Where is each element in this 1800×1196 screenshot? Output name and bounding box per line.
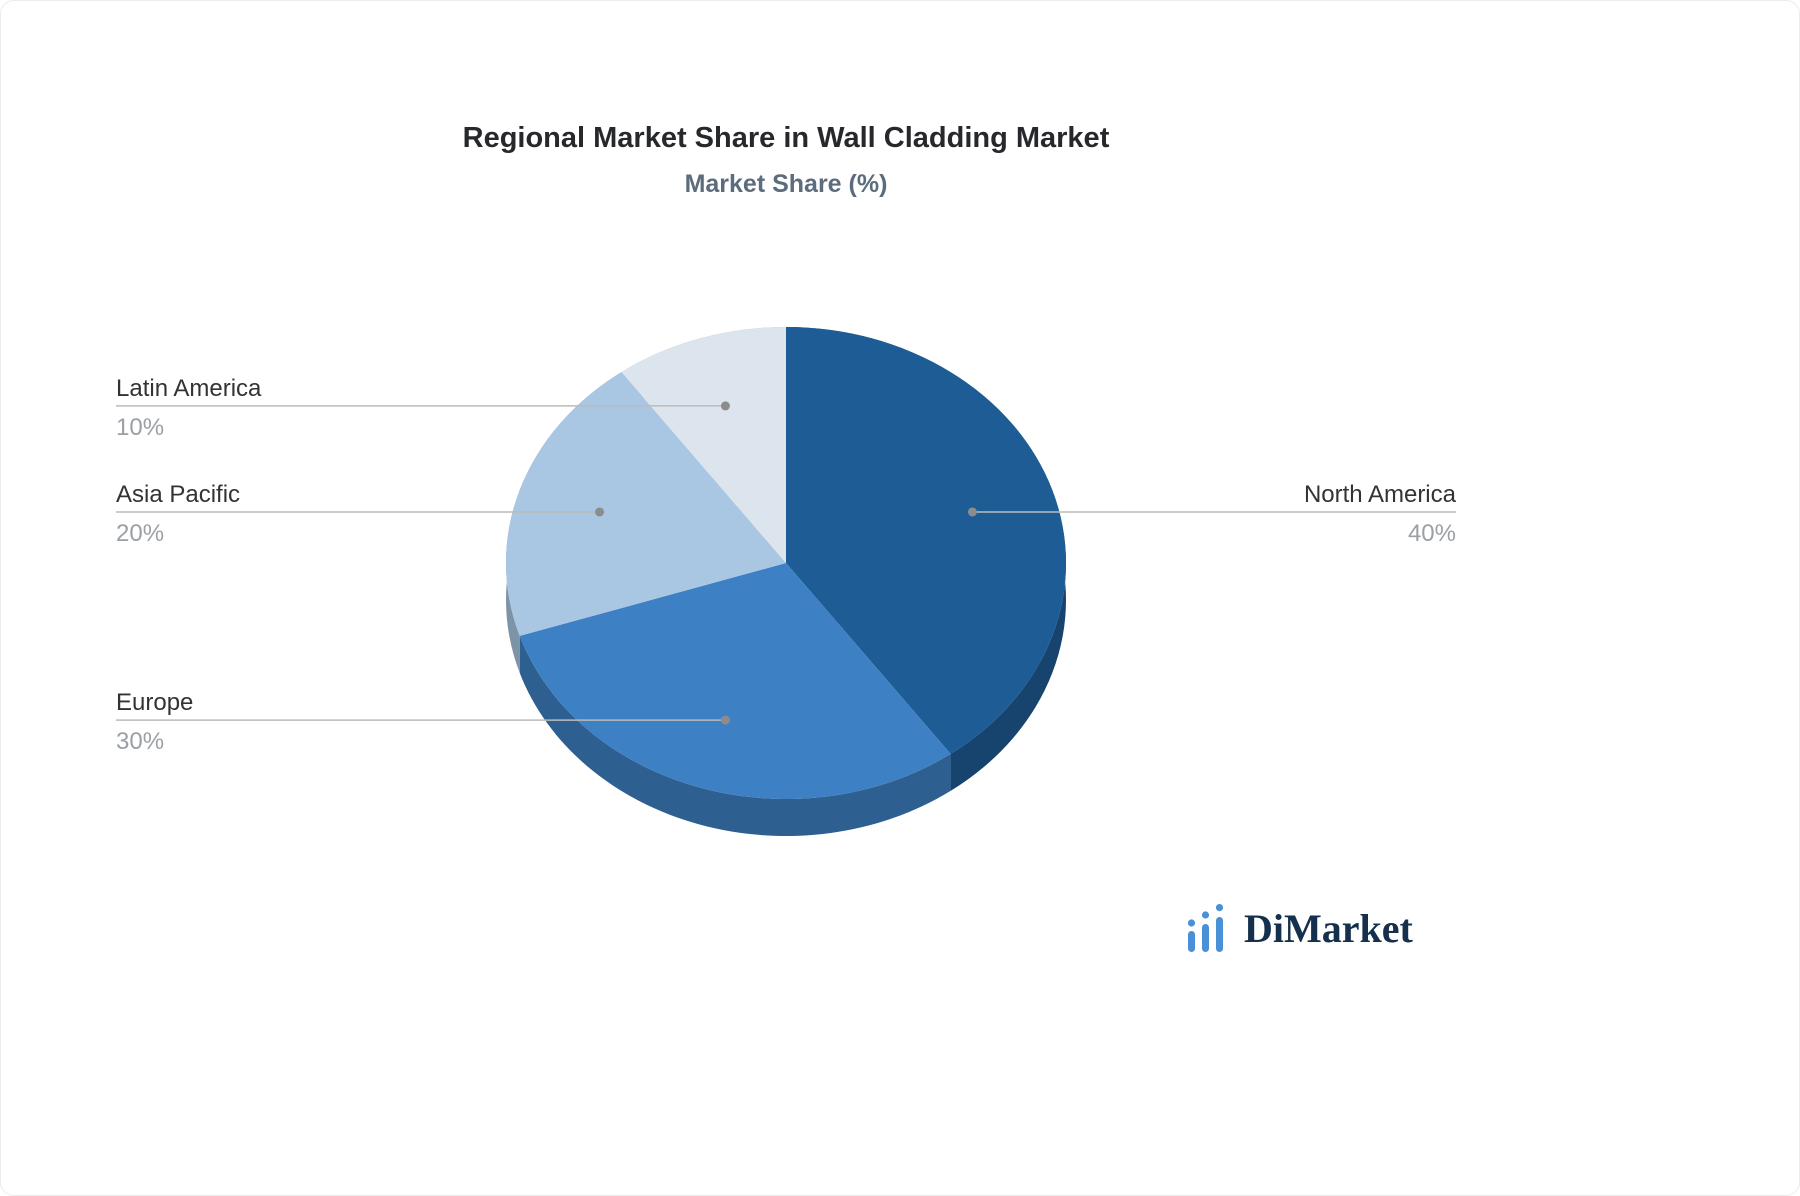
pie-slice-north-america[interactable] — [786, 327, 1066, 754]
pie-slice-side-europe — [519, 635, 951, 836]
slice-value-asia-pacific: 20% — [116, 520, 164, 547]
slice-value-latin-america: 10% — [116, 414, 164, 441]
slice-value-europe: 30% — [116, 728, 164, 755]
pie-top-layer — [506, 327, 1066, 800]
slice-value-north-america: 40% — [1408, 520, 1456, 547]
leader-dot-latin-america — [720, 401, 730, 411]
leader-dot-north-america — [967, 507, 977, 517]
slice-label-asia-pacific: Asia Pacific — [116, 481, 240, 508]
leader-dot-asia-pacific — [595, 507, 605, 517]
slice-label-europe: Europe — [116, 689, 193, 716]
bar-chart-icon — [1187, 904, 1224, 952]
chart-subtitle: Market Share (%) — [684, 170, 888, 198]
pie-slice-latin-america[interactable] — [621, 327, 786, 563]
brand-logo: DiMarket — [1186, 904, 1413, 954]
pie-slice-europe[interactable] — [519, 563, 951, 800]
chart-title: Regional Market Share in Wall Cladding M… — [462, 122, 1110, 154]
label-layer: North America 40% Europe 30% Asia Pacific 20%… — [116, 375, 1457, 755]
brand-name: DiMarket — [1244, 906, 1413, 951]
pie-slice-asia-pacific[interactable] — [506, 372, 786, 636]
leader-dot-europe — [720, 715, 730, 725]
slice-label-north-america: North America — [1304, 481, 1457, 508]
slice-label-latin-america: Latin America — [116, 375, 262, 402]
